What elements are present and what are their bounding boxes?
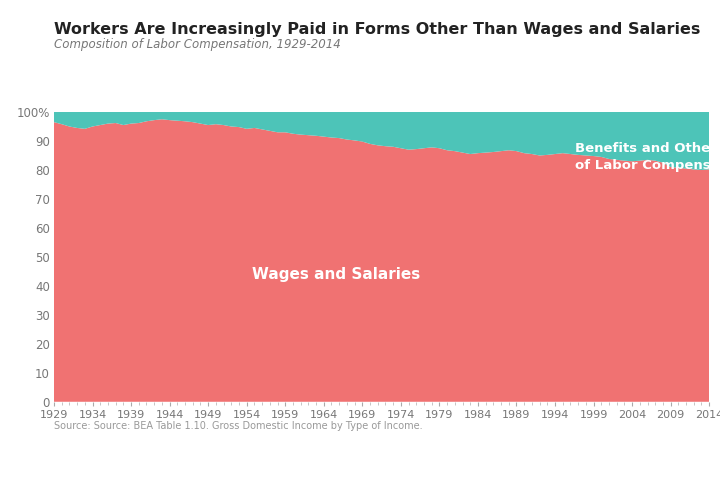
Text: @TaxFoundation: @TaxFoundation — [595, 463, 704, 475]
Text: Benefits and Other Types
of Labor Compensation: Benefits and Other Types of Labor Compen… — [575, 142, 720, 172]
Text: Composition of Labor Compensation, 1929-2014: Composition of Labor Compensation, 1929-… — [54, 38, 341, 51]
Text: Workers Are Increasingly Paid in Forms Other Than Wages and Salaries: Workers Are Increasingly Paid in Forms O… — [54, 22, 701, 37]
Text: TAX FOUNDATION: TAX FOUNDATION — [16, 462, 162, 476]
Text: Source: Source: BEA Table 1.10. Gross Domestic Income by Type of Income.: Source: Source: BEA Table 1.10. Gross Do… — [54, 421, 423, 431]
Text: Wages and Salaries: Wages and Salaries — [251, 267, 420, 282]
